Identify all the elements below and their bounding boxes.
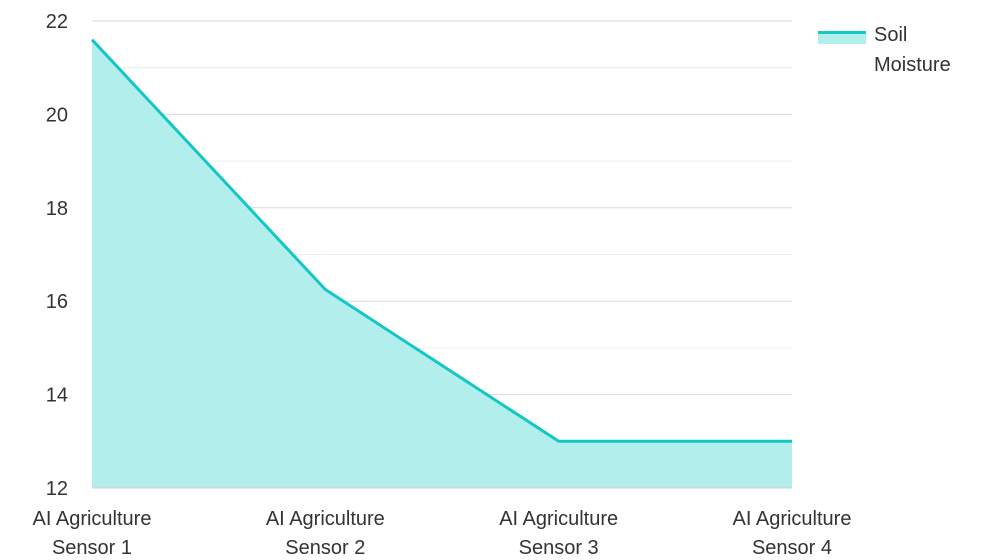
x-tick-label: AI Agriculture Sensor 2 — [266, 508, 385, 559]
legend: Soil Moisture — [818, 20, 982, 80]
y-tick-label: 20 — [46, 104, 68, 126]
series-line-soil-moisture — [90, 38, 792, 443]
y-tick-label: 16 — [46, 291, 68, 313]
x-tick-label: AI Agriculture Sensor 3 — [499, 508, 618, 559]
legend-swatch-soil-moisture — [818, 22, 866, 46]
x-tick-label: AI Agriculture Sensor 4 — [733, 508, 852, 559]
y-tick-label: 22 — [46, 11, 68, 33]
legend-label-soil-moisture: Soil Moisture — [874, 24, 951, 76]
area-fill-soil-moisture — [92, 39, 792, 489]
axis-labels: 12 14 16 18 20 22 AI Agriculture Sensor 1 AI Agr… — [33, 11, 852, 559]
area-layer — [90, 38, 793, 489]
x-tick-label: AI Agriculture Sensor 1 — [33, 508, 152, 559]
legend-swatch-fill — [818, 33, 866, 44]
y-tick-label: 14 — [46, 385, 68, 407]
y-tick-label: 12 — [46, 478, 68, 500]
y-tick-label: 18 — [46, 198, 68, 220]
legend-swatch-line — [818, 31, 866, 34]
